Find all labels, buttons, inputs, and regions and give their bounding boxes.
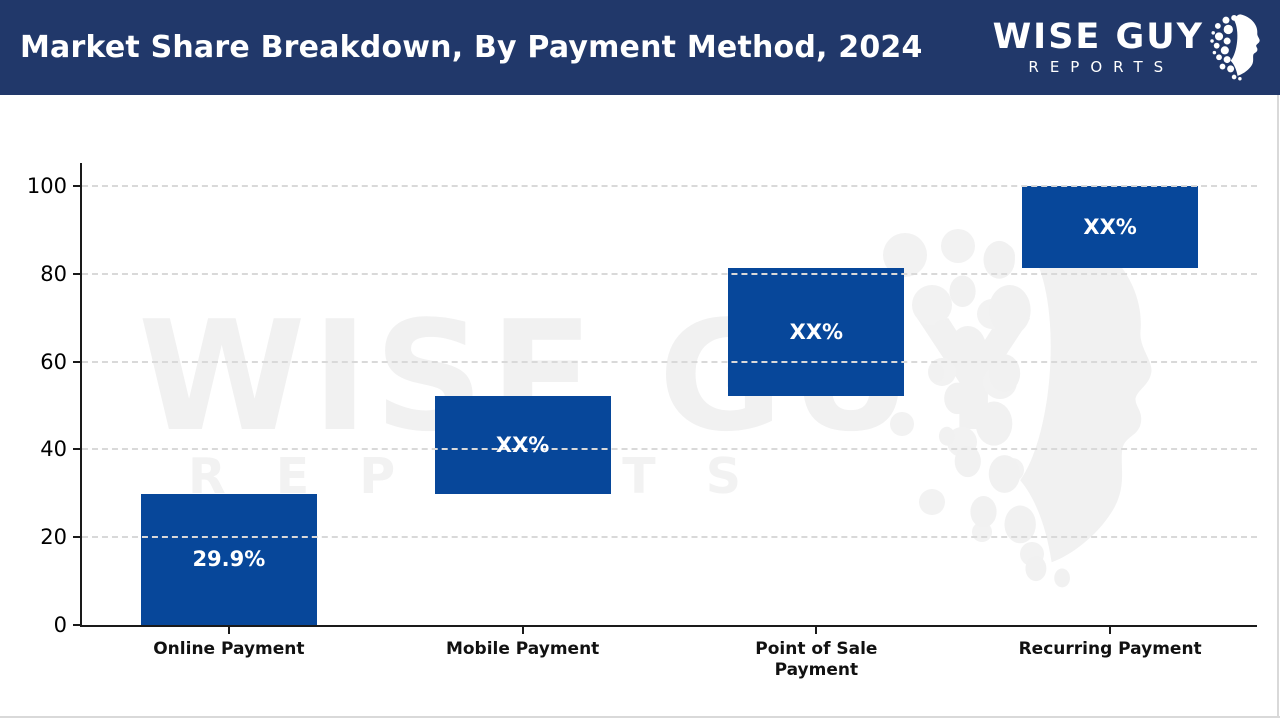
x-tick-label-line: Online Payment: [153, 639, 305, 659]
x-tick-mark: [227, 627, 230, 634]
x-tick-label: Online Payment: [119, 639, 339, 660]
x-tick-label: Mobile Payment: [413, 639, 633, 660]
x-tick-mark: [815, 627, 818, 634]
y-tick-label: 0: [53, 613, 67, 637]
chart-title: Market Share Breakdown, By Payment Metho…: [20, 30, 923, 65]
bar-segment: [728, 268, 905, 396]
x-tick-mark: [521, 627, 524, 634]
bar-value-label: XX%: [495, 432, 550, 457]
gridline: [82, 536, 1257, 539]
x-axis: [80, 625, 1257, 627]
y-tick-label: 60: [40, 349, 67, 374]
bar-value-label: 29.9%: [192, 547, 266, 572]
y-tick-mark: [73, 272, 80, 275]
wise-guy-reports-logo: WISE GUY REPORTS: [993, 9, 1280, 87]
logo-subtext: REPORTS: [1028, 57, 1175, 76]
gridline: [82, 272, 1257, 275]
y-tick-label: 80: [40, 261, 67, 286]
y-tick-mark: [73, 185, 80, 187]
y-tick-label: 40: [40, 437, 67, 462]
gridline: [82, 360, 1257, 363]
y-tick-mark: [73, 360, 80, 363]
page-bottom-border: [0, 716, 1280, 718]
header-bar: Market Share Breakdown, By Payment Metho…: [0, 0, 1280, 95]
x-tick-label-line: Point of Sale: [755, 639, 878, 659]
gridline: [82, 185, 1257, 187]
y-tick-label: 20: [40, 525, 67, 550]
head-profile-icon: [1208, 9, 1266, 87]
logo-text: WISE GUY REPORTS: [993, 19, 1204, 76]
y-tick-mark: [73, 536, 80, 539]
y-tick-mark: [73, 624, 80, 626]
x-tick-label-line: Recurring Payment: [1018, 639, 1202, 659]
bar-value-label: XX%: [1083, 215, 1137, 240]
bar-value-label: XX%: [789, 319, 844, 344]
x-tick-label: Recurring Payment: [1000, 639, 1220, 660]
bar-segment: [140, 493, 317, 625]
x-tick-mark: [1109, 627, 1112, 634]
page-right-border: [1277, 95, 1279, 718]
y-axis: [80, 163, 82, 627]
y-tick-mark: [73, 448, 80, 451]
logo-wordmark: WISE GUY: [992, 17, 1204, 58]
gridline: [82, 448, 1257, 451]
x-tick-label: Point of Sale Payment: [706, 639, 926, 681]
y-tick-label: 100: [26, 174, 67, 198]
bar-segment: [434, 395, 611, 494]
watermark-head-profile-icon: [918, 222, 1180, 600]
x-tick-label-line: Mobile Payment: [445, 639, 600, 659]
x-tick-label-line: Payment: [774, 660, 859, 680]
